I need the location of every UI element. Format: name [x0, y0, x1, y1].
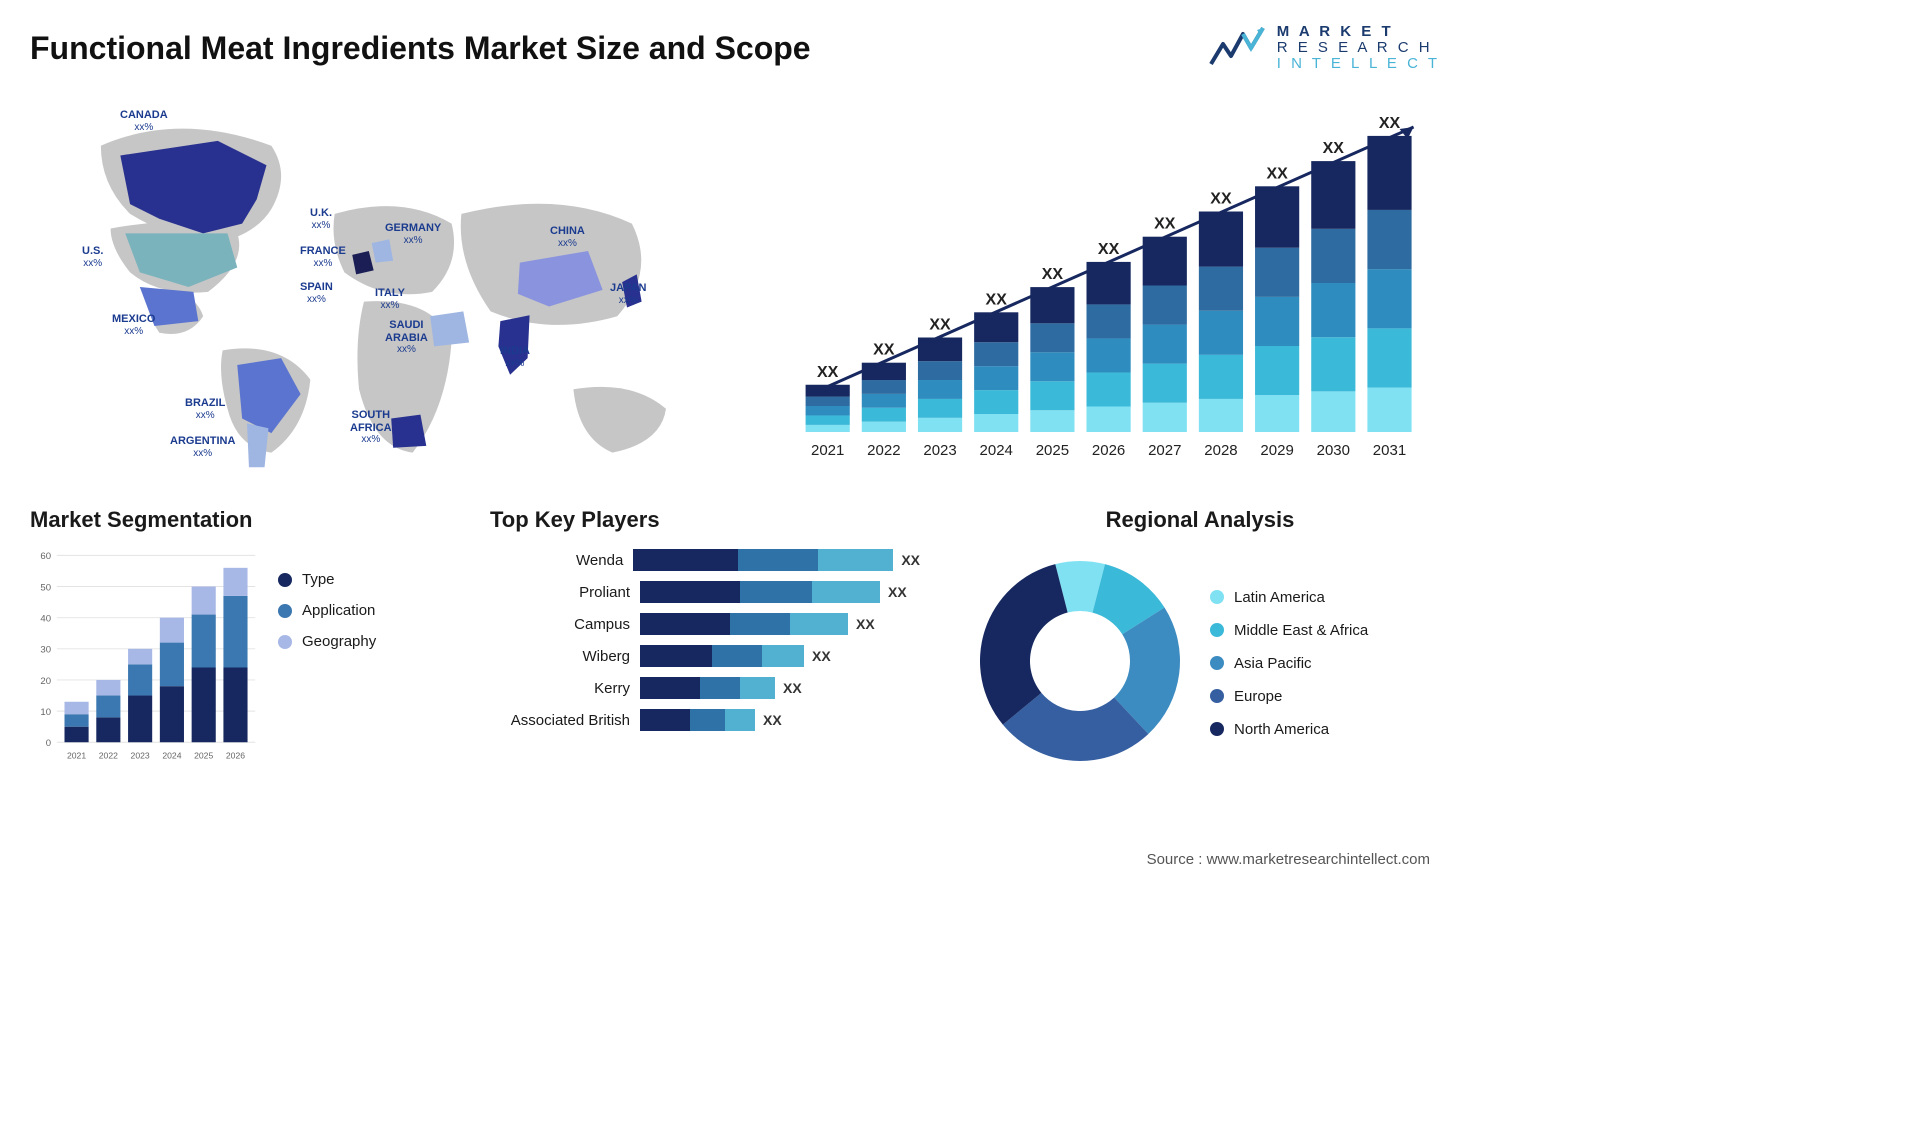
player-row: ProliantXX: [490, 581, 920, 603]
player-row: WendaXX: [490, 549, 920, 571]
legend-item: Middle East & Africa: [1210, 622, 1440, 639]
svg-text:2024: 2024: [162, 751, 181, 761]
svg-text:2022: 2022: [867, 442, 900, 459]
svg-text:2025: 2025: [194, 751, 213, 761]
map-label: SAUDIARABIAxx%: [385, 319, 428, 356]
map-label: JAPANxx%: [610, 282, 646, 306]
page-title: Functional Meat Ingredients Market Size …: [30, 30, 811, 67]
segmentation-chart: 0 10 20 30 40 50 60 2021 2022 2023 2024 2025 2026: [30, 541, 260, 771]
svg-text:2027: 2027: [1148, 442, 1181, 459]
legend-item: Asia Pacific: [1210, 655, 1440, 672]
legend-item: Application: [278, 602, 450, 619]
svg-text:2029: 2029: [1260, 442, 1293, 459]
logo-line3: I N T E L L E C T: [1277, 56, 1440, 72]
player-row: WibergXX: [490, 645, 920, 667]
svg-text:XX: XX: [1042, 266, 1064, 283]
svg-text:2031: 2031: [1373, 442, 1406, 459]
map-label: CANADAxx%: [120, 109, 168, 133]
world-map: CANADAxx% U.S.xx% MEXICOxx% BRAZILxx% ARGENT…: [30, 97, 737, 477]
svg-text:2021: 2021: [67, 751, 86, 761]
svg-text:2021: 2021: [811, 442, 844, 459]
svg-text:50: 50: [40, 582, 51, 593]
svg-text:2028: 2028: [1204, 442, 1237, 459]
svg-text:XX: XX: [873, 342, 895, 359]
svg-text:60: 60: [40, 551, 51, 562]
segmentation-heading: Market Segmentation: [30, 507, 450, 533]
map-label: SPAINxx%: [300, 281, 333, 305]
map-label: U.K.xx%: [310, 207, 332, 231]
legend-item: Latin America: [1210, 589, 1440, 606]
map-label: BRAZILxx%: [185, 397, 225, 421]
legend-item: North America: [1210, 721, 1440, 738]
player-row: KerryXX: [490, 677, 920, 699]
legend-item: Geography: [278, 633, 450, 650]
map-label: GERMANYxx%: [385, 222, 441, 246]
svg-text:2022: 2022: [99, 751, 118, 761]
player-row: CampusXX: [490, 613, 920, 635]
map-label: ITALYxx%: [375, 287, 405, 311]
segmentation-legend: Type Application Geography: [278, 541, 450, 771]
brand-logo: M A R K E T R E S E A R C H I N T E L L …: [1209, 24, 1440, 72]
svg-text:2030: 2030: [1316, 442, 1349, 459]
svg-text:2026: 2026: [1092, 442, 1125, 459]
source-text: Source : www.marketresearchintellect.com: [1147, 851, 1430, 868]
svg-text:0: 0: [46, 738, 51, 749]
players-heading: Top Key Players: [490, 507, 920, 533]
svg-text:XX: XX: [985, 291, 1007, 308]
logo-line1: M A R K E T: [1277, 24, 1440, 40]
map-label: ARGENTINAxx%: [170, 435, 235, 459]
svg-text:40: 40: [40, 614, 51, 625]
svg-text:10: 10: [40, 707, 51, 718]
legend-item: Europe: [1210, 688, 1440, 705]
map-label: MEXICOxx%: [112, 313, 155, 337]
players-list: WendaXX ProliantXX CampusXX WibergXX KerryXX…: [490, 541, 920, 731]
svg-text:XX: XX: [1154, 216, 1176, 233]
regional-heading: Regional Analysis: [960, 507, 1440, 533]
svg-text:2025: 2025: [1036, 442, 1069, 459]
svg-text:XX: XX: [1266, 165, 1288, 182]
map-label: INDIAxx%: [500, 345, 530, 369]
svg-text:2024: 2024: [979, 442, 1012, 459]
map-label: CHINAxx%: [550, 225, 585, 249]
svg-text:XX: XX: [1210, 191, 1232, 208]
svg-text:XX: XX: [1098, 241, 1120, 258]
regional-legend: Latin America Middle East & Africa Asia Pa…: [1210, 585, 1440, 738]
svg-text:2023: 2023: [923, 442, 956, 459]
svg-text:XX: XX: [929, 317, 951, 334]
svg-text:XX: XX: [1322, 140, 1344, 157]
legend-item: Type: [278, 571, 450, 588]
svg-text:2026: 2026: [226, 751, 245, 761]
svg-text:30: 30: [40, 645, 51, 656]
regional-donut-chart: [960, 541, 1200, 781]
map-label: U.S.xx%: [82, 245, 103, 269]
logo-line2: R E S E A R C H: [1277, 40, 1440, 56]
svg-text:2023: 2023: [131, 751, 150, 761]
svg-text:XX: XX: [817, 364, 839, 381]
svg-text:XX: XX: [1379, 115, 1401, 132]
svg-text:20: 20: [40, 676, 51, 687]
main-stacked-bar-chart: XX 2021 XX 2022 XX 2023 XX 2024 XX 2025 XX 2026 XX 20…: [767, 97, 1440, 477]
map-label: SOUTHAFRICAxx%: [350, 409, 392, 446]
player-row: Associated BritishXX: [490, 709, 920, 731]
map-label: FRANCExx%: [300, 245, 346, 269]
